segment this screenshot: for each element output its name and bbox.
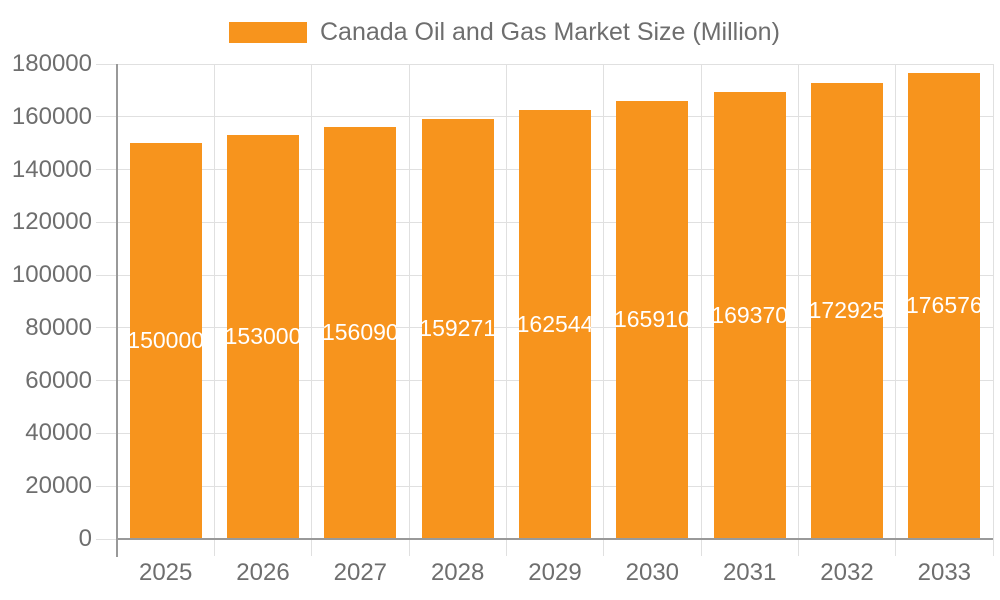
- y-tick-label: 160000: [11, 102, 92, 130]
- y-tick-label: 180000: [11, 50, 92, 77]
- y-tick-label: 40000: [25, 419, 92, 447]
- x-tick-label: 2029: [528, 559, 582, 586]
- bar: 176576: [908, 73, 981, 538]
- gridline-v: [992, 64, 994, 556]
- bar-value-label: 159271: [421, 314, 494, 341]
- bar: 153000: [227, 135, 299, 538]
- bar: 159271: [421, 118, 494, 538]
- bar-value-label: 172925: [811, 296, 883, 323]
- bar: 165910: [616, 101, 689, 538]
- gridline-v: [213, 64, 215, 556]
- x-tick-label: 2026: [236, 559, 290, 586]
- bar-value-label: 165910: [616, 306, 689, 333]
- bar-value-label: 156090: [324, 319, 397, 346]
- y-tick-label: 80000: [25, 313, 92, 341]
- gridline-v: [895, 64, 897, 556]
- y-tick-label: 20000: [25, 472, 92, 500]
- gridline-v: [700, 64, 702, 556]
- gridline-v: [311, 64, 313, 556]
- x-tick-label: 2030: [625, 559, 680, 586]
- gridline-h: [96, 63, 993, 65]
- bar-value-label: 150000: [129, 327, 202, 354]
- y-tick-label: 140000: [11, 155, 92, 183]
- x-tick-label: 2033: [917, 559, 972, 586]
- legend-label: Canada Oil and Gas Market Size (Million): [320, 18, 780, 46]
- y-tick-label: 120000: [11, 208, 92, 236]
- bar-value-label: 169370: [713, 301, 786, 328]
- gridline-v: [797, 64, 799, 556]
- gridline-v: [603, 64, 605, 556]
- plot-area: 0 20000 40000 60000 80000 100000 120000 140000 1…: [12, 50, 994, 586]
- y-tick-label: 0: [78, 525, 92, 552]
- x-tick-label: 2025: [138, 559, 193, 586]
- y-axis-line: [116, 64, 118, 557]
- legend-swatch: [229, 21, 307, 43]
- x-tick-label: 2027: [333, 559, 388, 586]
- x-tick-label: 2032: [820, 559, 874, 586]
- bar: 172925: [811, 82, 883, 538]
- x-tick-label: 2028: [430, 559, 485, 586]
- gridline-h: [96, 538, 117, 540]
- bar: 169370: [713, 92, 786, 538]
- bar: 150000: [129, 143, 202, 538]
- gridline-v: [505, 64, 507, 556]
- bar-value-label: 176576: [908, 292, 981, 319]
- y-tick-label: 100000: [11, 261, 92, 289]
- y-tick-label: 60000: [25, 366, 92, 394]
- bar-value-label: 153000: [227, 323, 299, 350]
- bar: 156090: [324, 127, 397, 538]
- bar: 162544: [519, 110, 591, 538]
- legend: Canada Oil and Gas Market Size (Million): [229, 18, 780, 46]
- x-tick-label: 2031: [722, 559, 777, 586]
- gridline-v: [408, 64, 410, 556]
- x-axis-line: [117, 538, 993, 540]
- bar-value-label: 162544: [519, 310, 591, 337]
